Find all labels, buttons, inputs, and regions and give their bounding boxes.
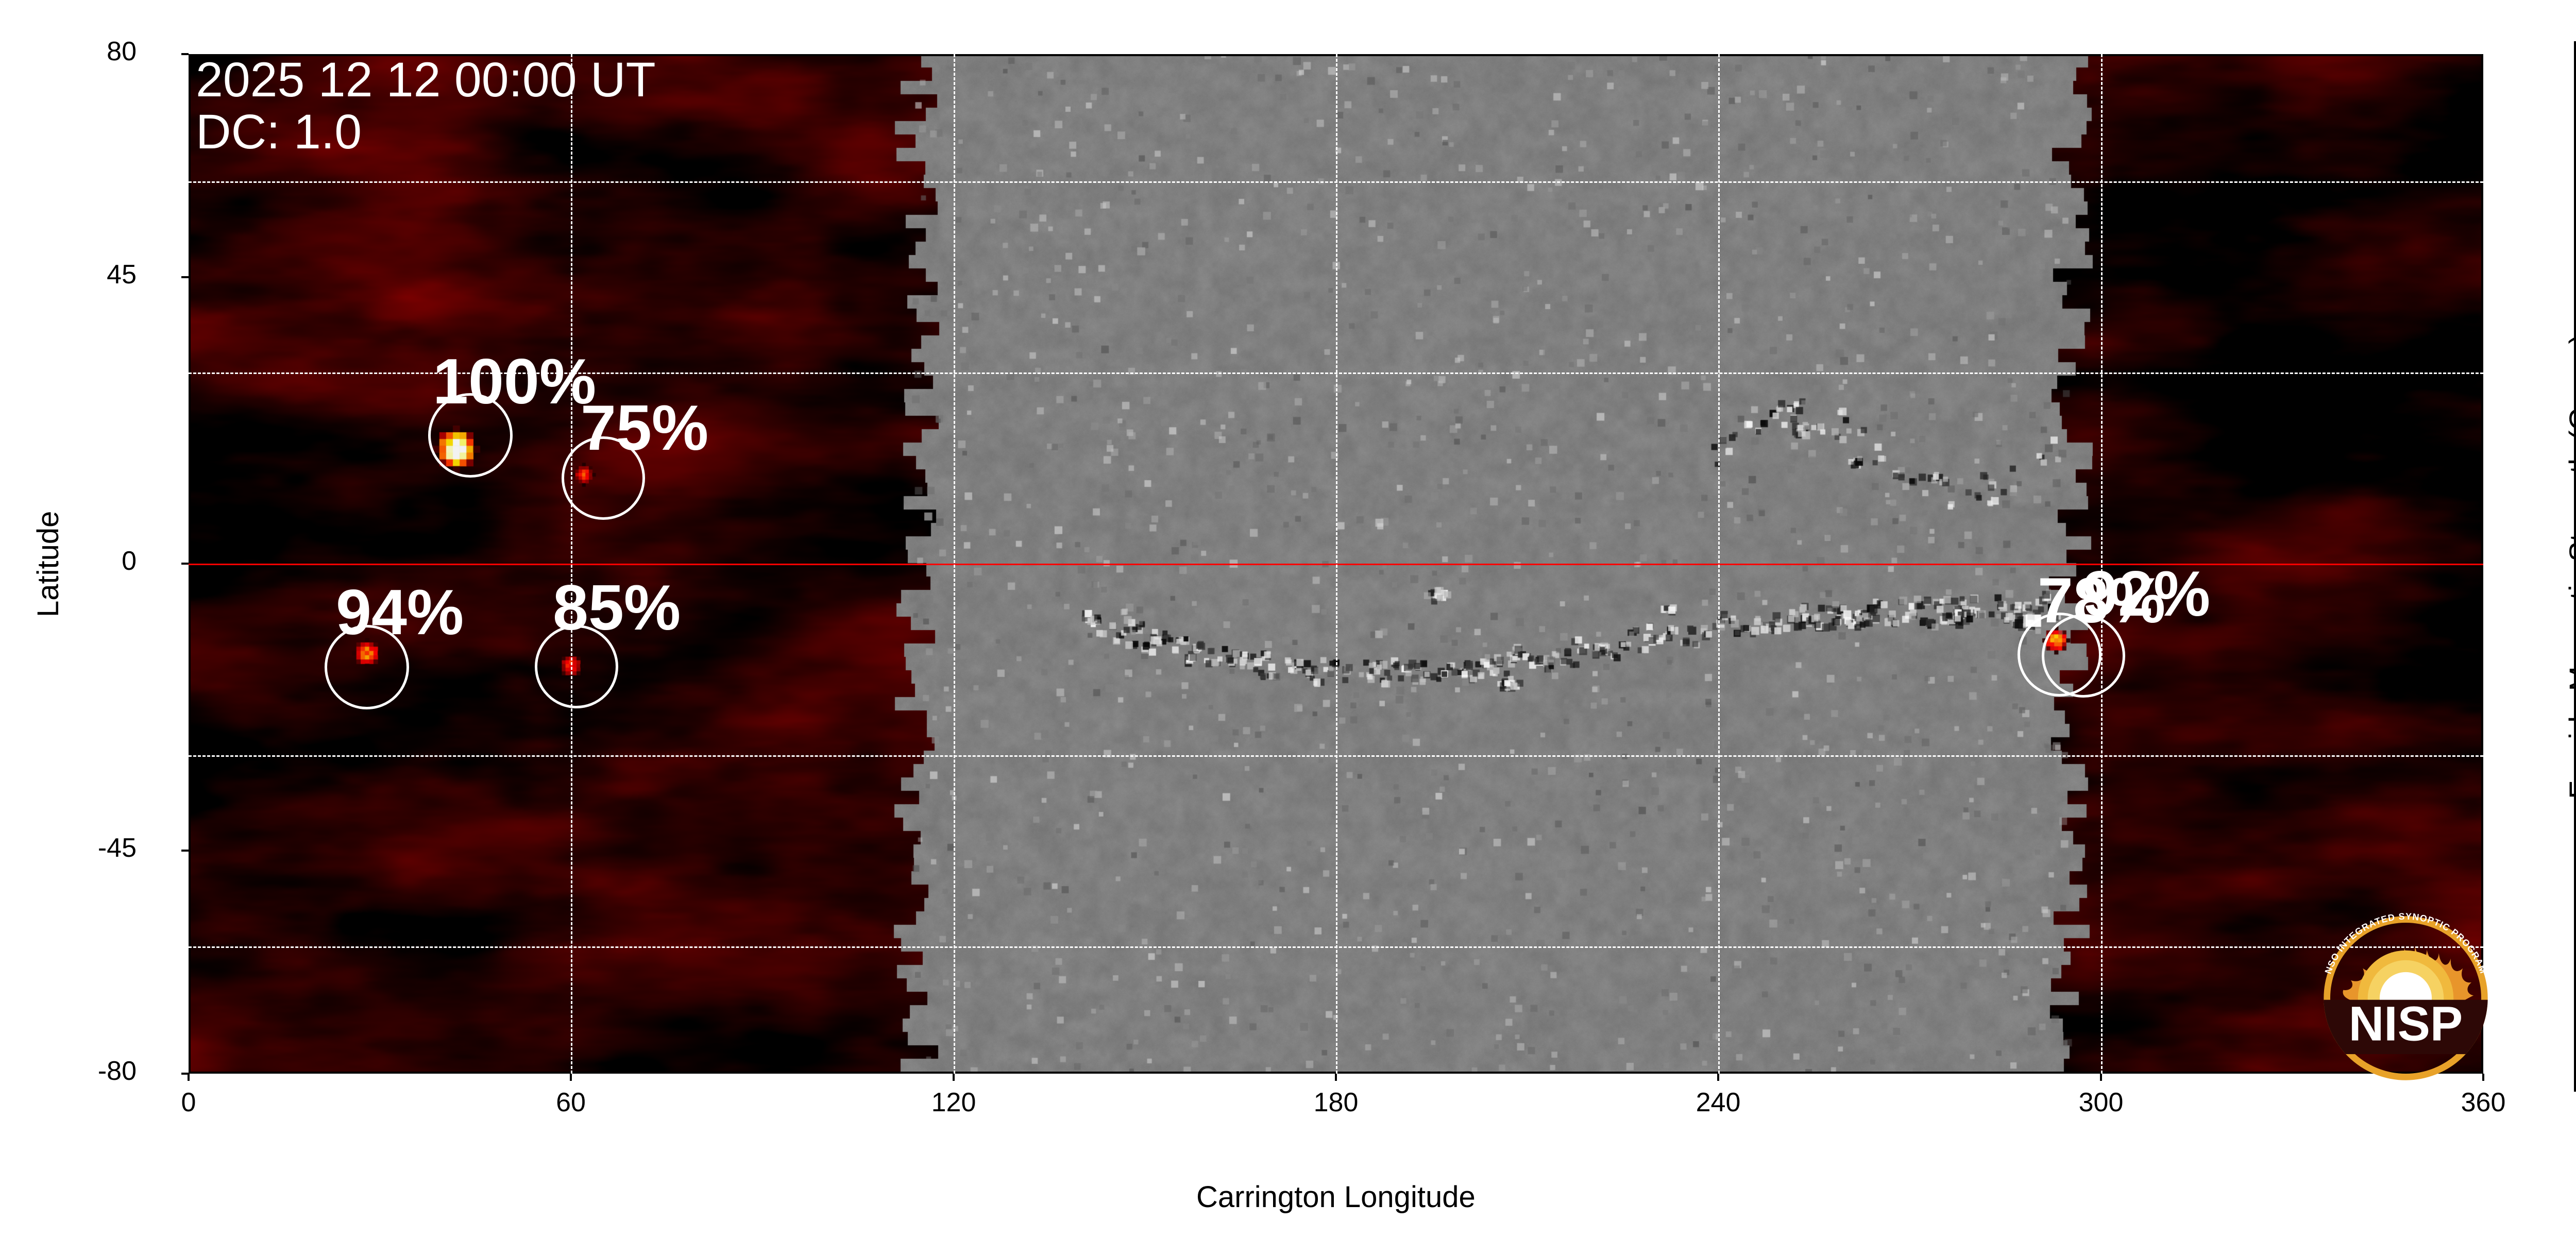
svg-text:NISP: NISP [2349,997,2463,1052]
